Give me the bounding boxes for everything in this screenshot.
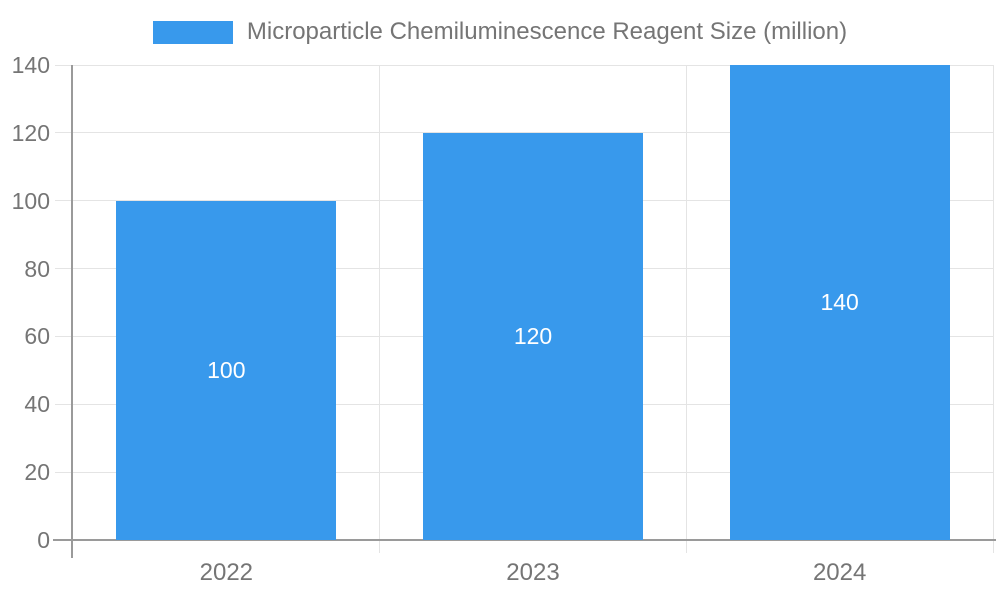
- bar-value-label: 100: [207, 356, 246, 383]
- x-axis-line: [53, 539, 996, 541]
- bar[interactable]: 100: [116, 200, 337, 540]
- y-axis-line: [71, 65, 73, 558]
- legend[interactable]: Microparticle Chemiluminescence Reagent …: [0, 18, 1000, 46]
- gridline-vertical: [379, 65, 381, 553]
- y-axis-tick-label: 40: [24, 391, 50, 418]
- y-axis-tick-label: 0: [37, 527, 50, 553]
- legend-swatch-icon: [152, 20, 233, 44]
- x-axis-category-label: 2022: [199, 559, 254, 586]
- gridline-horizontal: [55, 64, 993, 66]
- bar-value-label: 120: [513, 322, 553, 349]
- x-axis-category-label: 2024: [812, 559, 867, 586]
- legend-label: Microparticle Chemiluminescence Reagent …: [246, 18, 848, 45]
- y-axis-tick-label: 80: [24, 255, 50, 282]
- gridline-vertical: [992, 65, 994, 553]
- bar[interactable]: 140: [729, 65, 950, 540]
- bar-value-label: 140: [820, 289, 859, 315]
- x-axis-category-label: 2023: [506, 559, 560, 586]
- y-axis-tick-label: 120: [11, 119, 50, 146]
- y-axis-tick-label: 100: [11, 187, 50, 214]
- bar[interactable]: 120: [423, 132, 643, 540]
- gridline-vertical: [685, 65, 687, 553]
- y-axis-tick-label: 20: [24, 459, 50, 486]
- y-axis-tick-label: 140: [11, 52, 50, 78]
- y-axis-tick-label: 60: [24, 323, 50, 350]
